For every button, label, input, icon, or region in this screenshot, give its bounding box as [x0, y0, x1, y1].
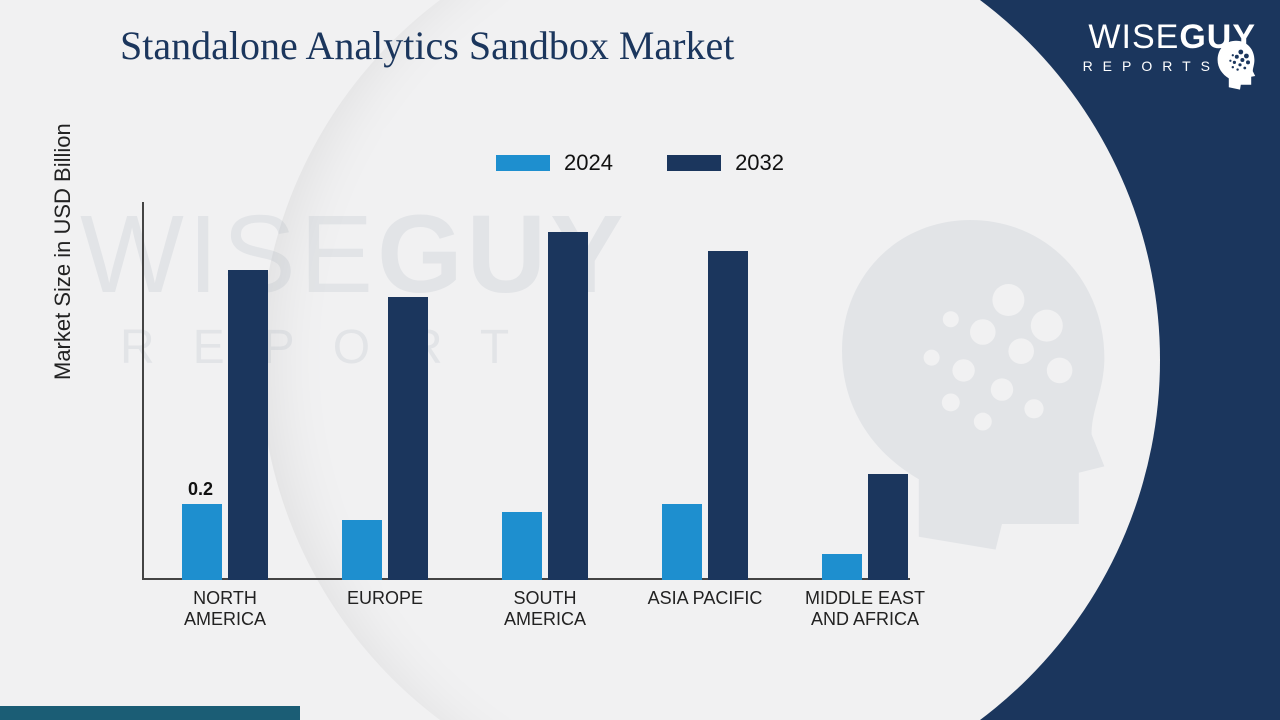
category-label: SOUTH AMERICA [482, 580, 608, 629]
y-axis-line [142, 202, 144, 580]
brand-head-icon [1216, 38, 1256, 94]
category-label: MIDDLE EAST AND AFRICA [802, 580, 928, 629]
bar [388, 297, 428, 581]
brand-line1a: WISE [1088, 18, 1179, 56]
bar [502, 512, 542, 580]
bar [228, 270, 268, 580]
chart-area: 0.2NORTH AMERICA EUROPE SOUTH AMERICA ASIA … [90, 170, 910, 580]
bar-group: 0.2NORTH AMERICA [182, 202, 268, 580]
bar [662, 504, 702, 580]
bar [822, 554, 862, 580]
chart-title: Standalone Analytics Sandbox Market [120, 22, 734, 69]
plot: 0.2NORTH AMERICA EUROPE SOUTH AMERICA ASIA … [142, 202, 910, 580]
bar [342, 520, 382, 580]
legend-swatch-0 [496, 155, 550, 171]
bar [868, 474, 908, 580]
bar-group: ASIA PACIFIC [662, 202, 748, 580]
y-axis-label: Market Size in USD Billion [50, 123, 76, 380]
bar-group: SOUTH AMERICA [502, 202, 588, 580]
brand-line2: REPORTS [1083, 58, 1220, 74]
legend-swatch-1 [667, 155, 721, 171]
brand-logo: WISEGUY REPORTS [1083, 20, 1256, 74]
category-label: NORTH AMERICA [162, 580, 288, 629]
bar-value-label: 0.2 [188, 479, 213, 500]
bar [708, 251, 748, 580]
bottom-accent-bar [0, 706, 300, 720]
bar-group: EUROPE [342, 202, 428, 580]
bar [182, 504, 222, 580]
category-label: ASIA PACIFIC [642, 580, 768, 609]
category-label: EUROPE [322, 580, 448, 609]
bar-group: MIDDLE EAST AND AFRICA [822, 202, 908, 580]
bar [548, 232, 588, 580]
stage: WISEGUY REPORTS WISEGUY REPORTS Standalo… [0, 0, 1280, 720]
